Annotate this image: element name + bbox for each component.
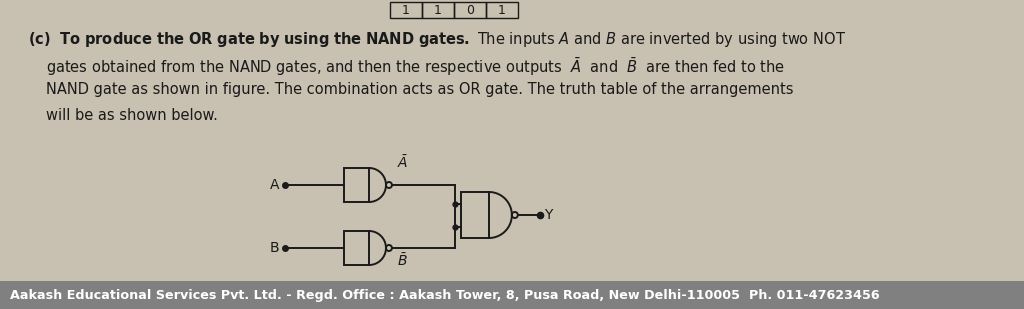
Text: $\mathbf{(c)\ \ To\ produce\ the\ OR\ gate\ by\ using\ the\ NAND\ gates.}$ The i: $\mathbf{(c)\ \ To\ produce\ the\ OR\ ga… xyxy=(28,30,846,49)
Text: will be as shown below.: will be as shown below. xyxy=(46,108,218,123)
Text: $\bar{A}$: $\bar{A}$ xyxy=(397,154,409,171)
Text: 1: 1 xyxy=(434,3,442,16)
Text: B: B xyxy=(269,241,279,255)
Text: 1: 1 xyxy=(498,3,506,16)
FancyBboxPatch shape xyxy=(0,281,1024,309)
Text: NAND gate as shown in figure. The combination acts as OR gate. The truth table o: NAND gate as shown in figure. The combin… xyxy=(46,82,794,97)
Text: gates obtained from the NAND gates, and then the respective outputs  $\bar{A}$  : gates obtained from the NAND gates, and … xyxy=(46,56,785,78)
Text: A: A xyxy=(269,178,279,192)
Text: Y: Y xyxy=(544,208,552,222)
Text: $\bar{B}$: $\bar{B}$ xyxy=(397,252,408,269)
Text: 0: 0 xyxy=(466,3,474,16)
Text: Aakash Educational Services Pvt. Ltd. - Regd. Office : Aakash Tower, 8, Pusa Roa: Aakash Educational Services Pvt. Ltd. - … xyxy=(10,289,880,302)
Text: 1: 1 xyxy=(402,3,410,16)
